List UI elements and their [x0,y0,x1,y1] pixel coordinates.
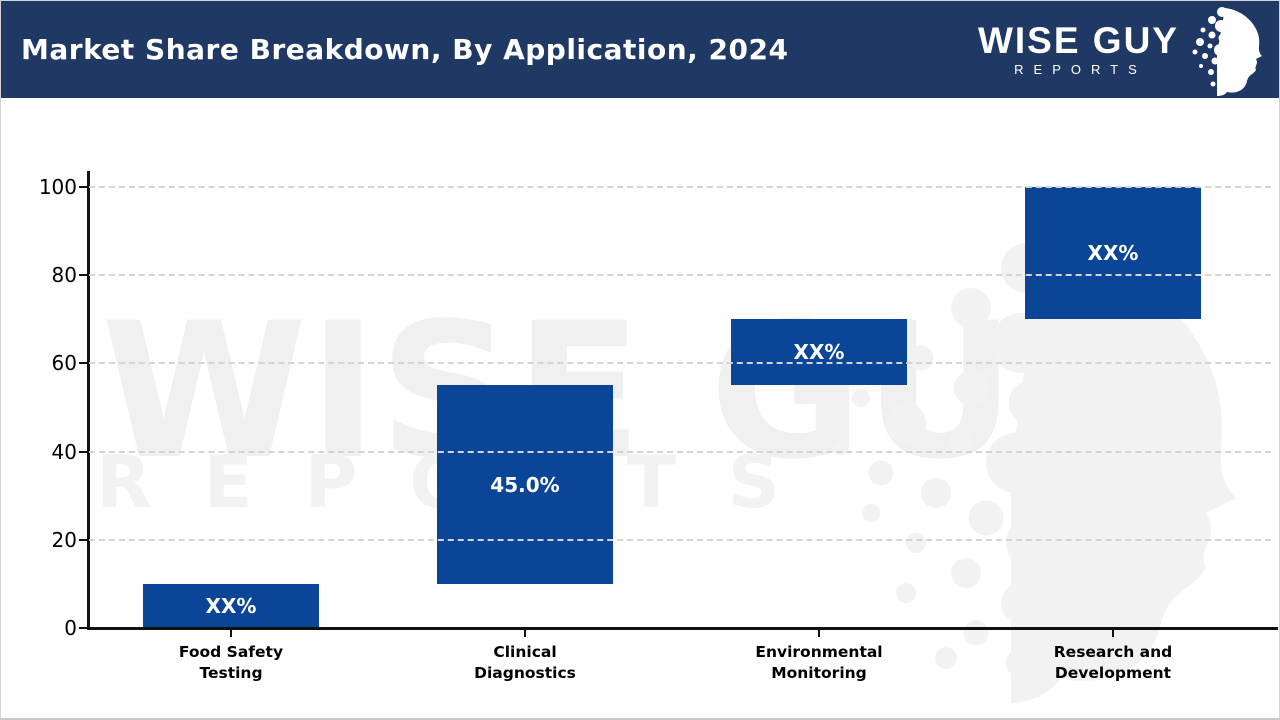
x-tick-mark [1112,629,1114,637]
wise-guy-logo: WISE GUY REPORTS [977,4,1279,96]
gridline-y40 [89,450,1271,453]
bar-food-safety-testing: XX% [143,583,319,628]
logo-wordmark: WISE GUY [977,19,1179,61]
gridline-y60 [89,362,1271,365]
bar-value-label: XX% [1087,241,1139,266]
gridline-y80 [89,274,1271,277]
logo-face-icon [1192,6,1262,96]
y-tick-label: 60 [51,351,77,376]
bar-research-and-development: XX% [1025,187,1201,320]
x-tick-mark [230,629,232,637]
y-tick-mark [79,186,88,188]
y-tick-mark [79,362,88,365]
y-axis-line [87,171,90,630]
watermark-face-icon [833,243,1236,703]
y-tick-label: 100 [38,175,77,199]
y-tick-mark [79,538,88,541]
x-category-label: Clinical Diagnostics [474,643,576,682]
bar-value-label: XX% [793,340,845,365]
x-tick-mark [818,629,820,637]
x-tick-mark [524,629,526,637]
y-tick-label: 80 [51,263,77,288]
y-tick-mark [79,627,88,629]
x-category-label: Environmental Monitoring [755,643,883,682]
bar-environmental-monitoring: XX% [731,319,907,386]
gridline-y100 [89,186,1271,188]
y-tick-label: 40 [51,439,77,464]
bar-clinical-diagnostics: 45.0% [437,385,613,584]
bar-value-label: XX% [205,593,257,618]
bar-value-label: 45.0% [490,472,560,497]
x-category-label: Research and Development [1053,643,1173,682]
x-axis-line [87,627,1278,630]
x-category-label: Food Safety Testing [178,643,284,682]
header: Market Share Breakdown, By Application, … [1,1,1279,98]
logo-text: WISE GUY REPORTS [977,19,1179,78]
y-tick-label: 20 [51,527,77,552]
y-tick-mark [79,450,88,453]
gridline-y20 [89,538,1271,541]
y-tick-label: 0 [64,616,77,640]
y-tick-mark [79,274,88,277]
page-title: Market Share Breakdown, By Application, … [21,33,789,66]
logo-subtitle: REPORTS [1014,62,1147,78]
